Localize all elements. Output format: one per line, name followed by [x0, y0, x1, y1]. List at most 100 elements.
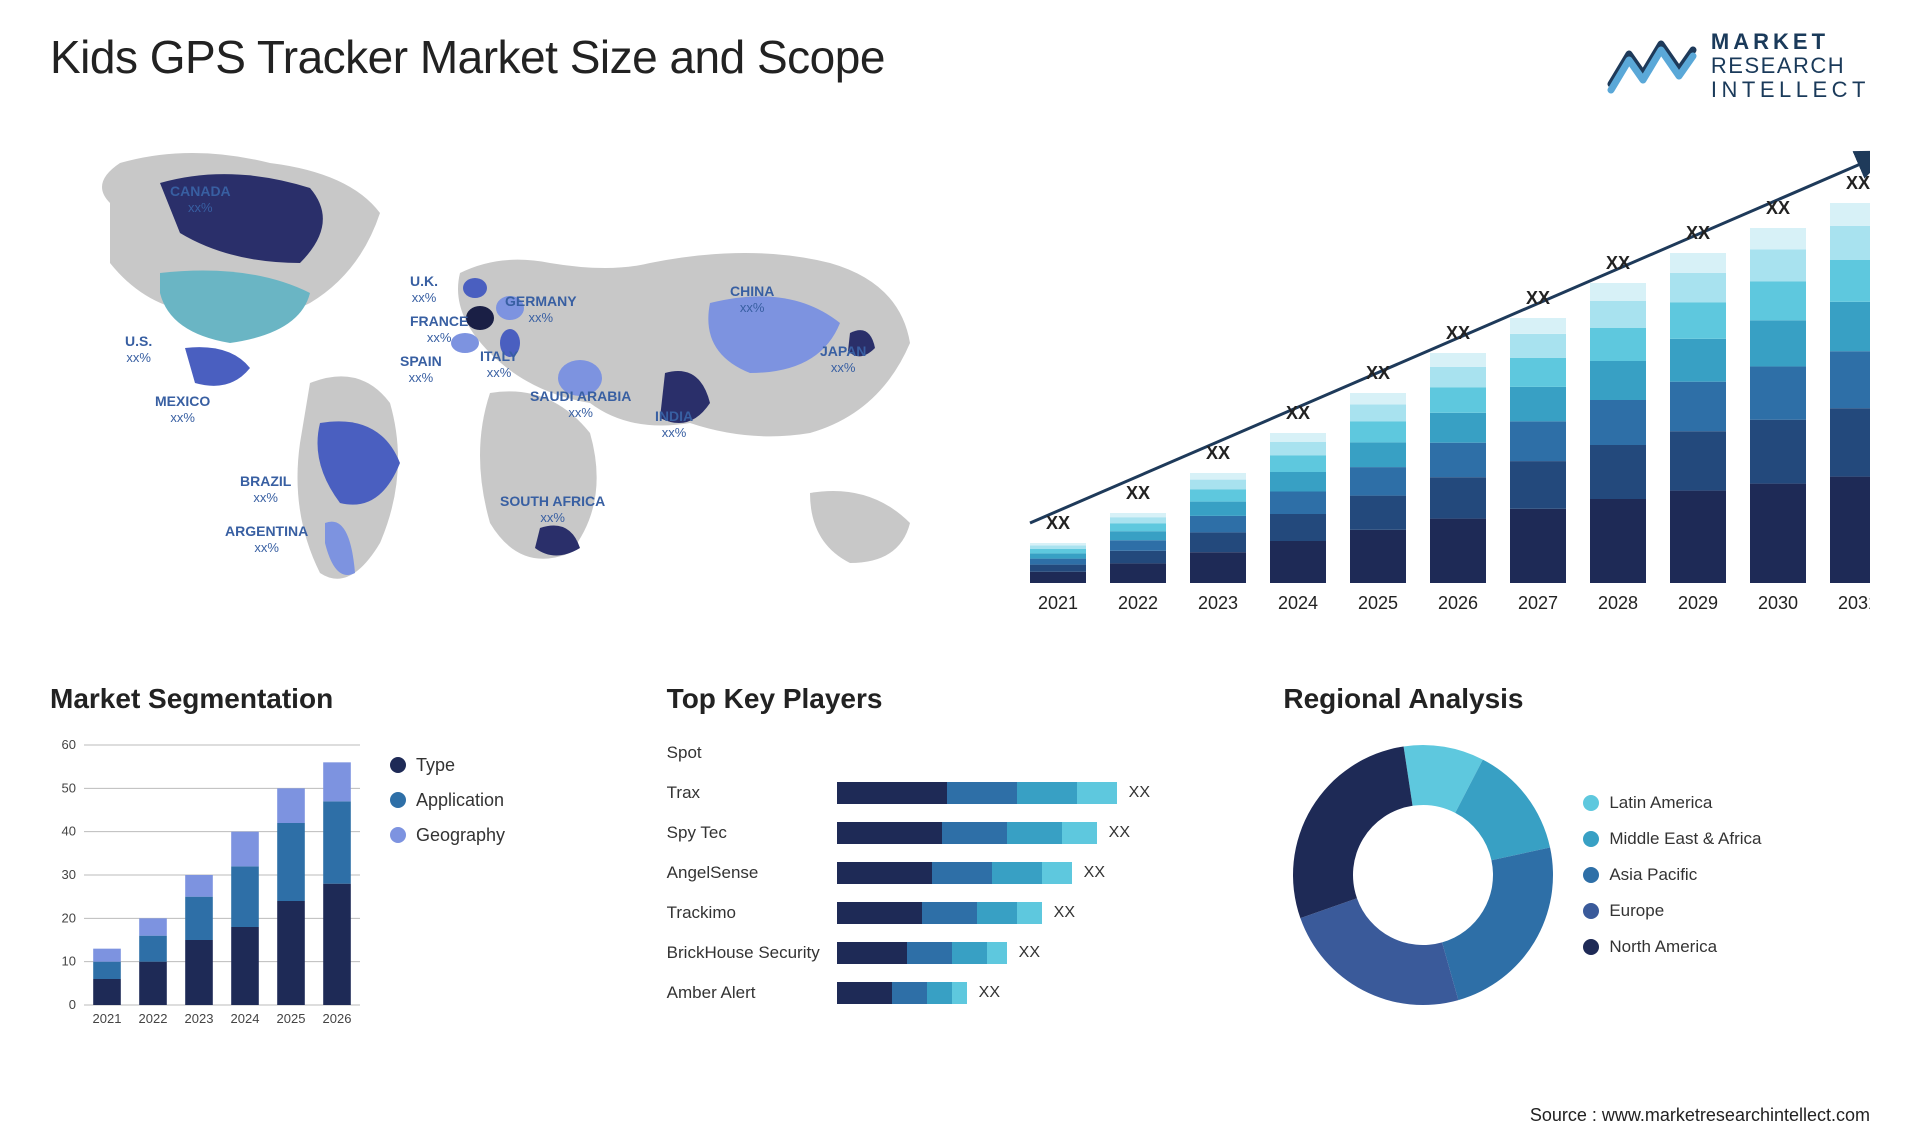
legend-dot-icon — [1583, 867, 1599, 883]
svg-text:50: 50 — [62, 780, 76, 795]
donut-svg — [1283, 735, 1563, 1015]
map-label: ITALYxx% — [480, 348, 518, 382]
legend-dot-icon — [1583, 903, 1599, 919]
key-player-name: Amber Alert — [667, 983, 837, 1003]
svg-text:XX: XX — [1446, 323, 1470, 343]
key-player-value: XX — [1019, 944, 1040, 962]
legend-item: Latin America — [1583, 793, 1761, 813]
key-player-row: AngelSenseXX — [667, 855, 1254, 891]
svg-text:XX: XX — [1046, 513, 1070, 533]
map-label: GERMANYxx% — [505, 293, 577, 327]
key-player-bar-seg — [952, 942, 987, 964]
map-au-grey — [810, 491, 910, 563]
key-player-name: Spot — [667, 743, 837, 763]
legend-label: North America — [1609, 937, 1717, 957]
svg-text:40: 40 — [62, 823, 76, 838]
logo-line-1: MARKET — [1711, 30, 1870, 54]
legend-dot-icon — [390, 792, 406, 808]
svg-text:2024: 2024 — [231, 1011, 260, 1026]
key-players-title: Top Key Players — [667, 683, 1254, 715]
key-players-list: SpotTraxXXSpy TecXXAngelSenseXXTrackimoX… — [667, 735, 1254, 1011]
svg-text:XX: XX — [1286, 403, 1310, 423]
svg-text:2031: 2031 — [1838, 593, 1870, 613]
key-player-row: Spy Tec XX — [667, 815, 1254, 851]
logo-text: MARKET RESEARCH INTELLECT — [1711, 30, 1870, 103]
regional-title: Regional Analysis — [1283, 683, 1870, 715]
map-label: ARGENTINAxx% — [225, 523, 308, 557]
svg-text:2021: 2021 — [1038, 593, 1078, 613]
key-player-bar-seg — [837, 862, 932, 884]
map-label: CHINAxx% — [730, 283, 774, 317]
world-map-panel: CANADAxx%U.S.xx%MEXICOxx%BRAZILxx%ARGENT… — [50, 133, 950, 653]
map-label: U.S.xx% — [125, 333, 152, 367]
svg-text:2025: 2025 — [277, 1011, 306, 1026]
key-player-bar — [837, 862, 1072, 884]
svg-text:2023: 2023 — [1198, 593, 1238, 613]
key-player-name: Spy Tec — [667, 823, 837, 843]
key-player-bar-seg — [992, 862, 1042, 884]
key-player-bar-seg — [1017, 902, 1042, 924]
legend-label: Latin America — [1609, 793, 1712, 813]
map-label: MEXICOxx% — [155, 393, 210, 427]
svg-text:2029: 2029 — [1678, 593, 1718, 613]
svg-text:60: 60 — [62, 737, 76, 752]
svg-text:XX: XX — [1606, 253, 1630, 273]
segmentation-legend: TypeApplicationGeography — [390, 755, 505, 1035]
key-player-value: XX — [1109, 824, 1130, 842]
map-label: INDIAxx% — [655, 408, 693, 442]
legend-dot-icon — [1583, 831, 1599, 847]
legend-label: Middle East & Africa — [1609, 829, 1761, 849]
key-player-bar-seg — [932, 862, 992, 884]
legend-item: Geography — [390, 825, 505, 846]
svg-text:2025: 2025 — [1358, 593, 1398, 613]
regional-panel: Regional Analysis Latin America Middle Ea… — [1283, 683, 1870, 1083]
key-player-bar-seg — [1017, 782, 1077, 804]
key-player-bar-seg — [947, 782, 1017, 804]
svg-text:XX: XX — [1526, 288, 1550, 308]
key-players-panel: Top Key Players SpotTraxXXSpy TecXXAngel… — [667, 683, 1254, 1083]
map-mexico — [185, 347, 250, 386]
key-player-bar-seg — [837, 942, 907, 964]
key-player-bar — [837, 942, 1007, 964]
key-player-row: TraxXX — [667, 775, 1254, 811]
key-player-row: TrackimoXX — [667, 895, 1254, 931]
svg-text:20: 20 — [62, 910, 76, 925]
key-player-bar — [837, 982, 967, 1004]
svg-text:XX: XX — [1686, 223, 1710, 243]
segmentation-content: 0102030405060202120222023202420252026 Ty… — [50, 735, 637, 1035]
legend-label: Europe — [1609, 901, 1664, 921]
key-player-bar-seg — [1042, 862, 1072, 884]
bottom-row: Market Segmentation 01020304050602021202… — [50, 683, 1870, 1083]
svg-text:2023: 2023 — [185, 1011, 214, 1026]
key-player-value: XX — [1084, 864, 1105, 882]
key-player-bar-seg — [922, 902, 977, 924]
key-player-bar-seg — [942, 822, 1007, 844]
legend-item: Type — [390, 755, 505, 776]
svg-text:10: 10 — [62, 953, 76, 968]
map-label: FRANCExx% — [410, 313, 468, 347]
svg-text:2026: 2026 — [1438, 593, 1478, 613]
key-player-bar-seg — [837, 822, 942, 844]
map-label: JAPANxx% — [820, 343, 866, 377]
regional-legend: Latin America Middle East & Africa Asia Pa… — [1583, 793, 1761, 957]
legend-item: Middle East & Africa — [1583, 829, 1761, 849]
header: Kids GPS Tracker Market Size and Scope M… — [50, 20, 1870, 123]
page-title: Kids GPS Tracker Market Size and Scope — [50, 30, 885, 84]
key-player-bar-seg — [927, 982, 952, 1004]
svg-text:2026: 2026 — [323, 1011, 352, 1026]
key-player-value: XX — [1054, 904, 1075, 922]
svg-text:XX: XX — [1126, 483, 1150, 503]
svg-text:2030: 2030 — [1758, 593, 1798, 613]
legend-dot-icon — [1583, 939, 1599, 955]
legend-label: Asia Pacific — [1609, 865, 1697, 885]
key-player-bar-seg — [977, 902, 1017, 924]
brand-logo: MARKET RESEARCH INTELLECT — [1607, 30, 1870, 103]
legend-item: Europe — [1583, 901, 1761, 921]
svg-text:XX: XX — [1846, 173, 1870, 193]
svg-text:XX: XX — [1366, 363, 1390, 383]
key-player-bar-seg — [837, 902, 922, 924]
key-player-bar-seg — [837, 982, 892, 1004]
map-label: U.K.xx% — [410, 273, 438, 307]
key-player-bar-seg — [952, 982, 967, 1004]
source-caption: Source : www.marketresearchintellect.com — [1530, 1105, 1870, 1126]
